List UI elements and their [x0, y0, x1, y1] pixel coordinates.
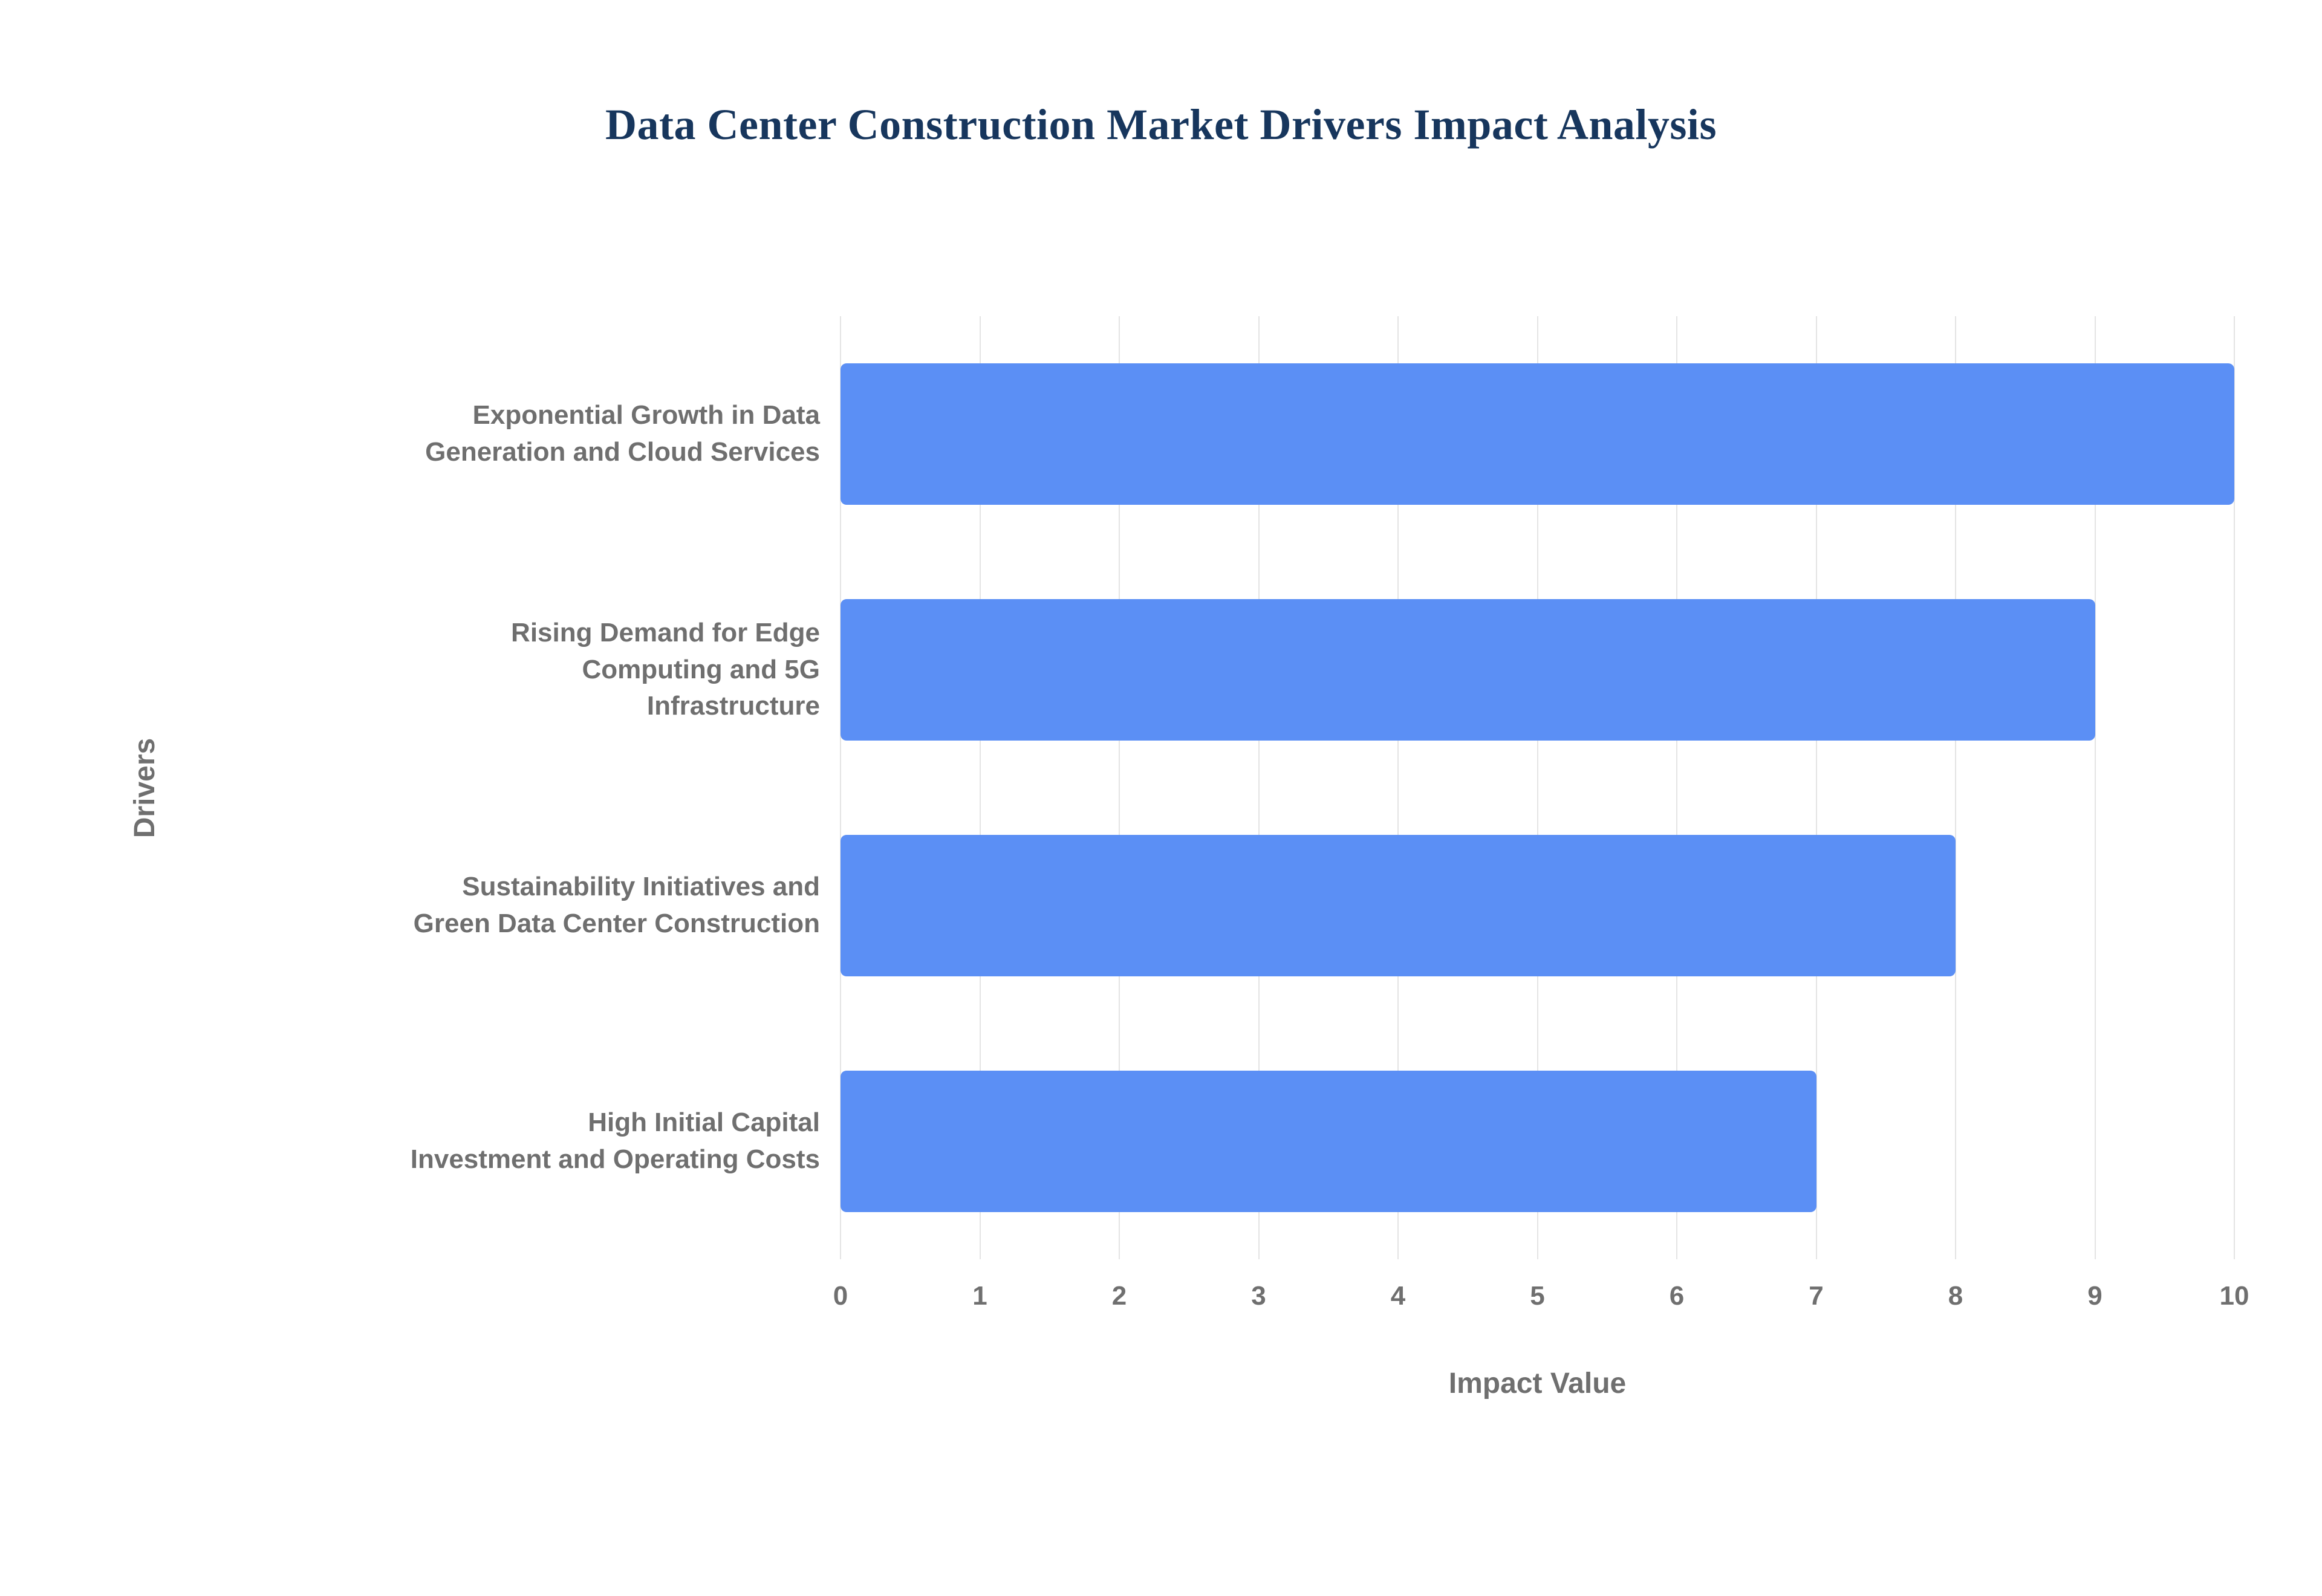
- gridline: [1119, 316, 1120, 1259]
- x-axis-title: Impact Value: [1448, 1367, 1627, 1400]
- y-axis-title: Drivers: [129, 738, 161, 838]
- bars: [841, 316, 2234, 1259]
- gridline: [2094, 316, 2096, 1259]
- bar: [841, 1071, 1816, 1212]
- x-tick-label: 3: [1251, 1281, 1266, 1311]
- category-label: Exponential Growth in Data Generation an…: [425, 400, 820, 467]
- bar-row: [841, 316, 2234, 552]
- x-tick-label: 7: [1809, 1281, 1824, 1311]
- gridline: [1537, 316, 1538, 1259]
- gridline: [1258, 316, 1260, 1259]
- x-axis-ticks: 0 1 2 3 4 5 6 7 8 9 10: [833, 1259, 2249, 1332]
- bar: [841, 363, 2234, 505]
- category-label: Sustainability Initiatives and Green Dat…: [413, 872, 820, 938]
- gridline: [840, 316, 841, 1259]
- x-tick-label: 8: [1948, 1281, 1963, 1311]
- category-cell: Sustainability Initiatives and Green Dat…: [206, 788, 841, 1023]
- bar: [841, 599, 2095, 741]
- category-cell: Exponential Growth in Data Generation an…: [206, 316, 841, 552]
- bar-row: [841, 788, 2234, 1023]
- y-axis: Drivers: [85, 316, 206, 1259]
- x-tick-label: 6: [1669, 1281, 1685, 1311]
- chart-area: Drivers Exponential Growth in Data Gener…: [85, 316, 2249, 1400]
- category-cell: Rising Demand for Edge Computing and 5G …: [206, 552, 841, 788]
- category-label: High Initial Capital Investment and Oper…: [410, 1108, 820, 1174]
- x-tick-label: 2: [1111, 1281, 1127, 1311]
- bar-row: [841, 552, 2234, 788]
- x-tick-label: 1: [972, 1281, 987, 1311]
- x-tick-label: 0: [833, 1281, 848, 1311]
- chart-title: Data Center Construction Market Drivers …: [605, 100, 1717, 149]
- x-tick-label: 10: [2219, 1281, 2249, 1311]
- category-label: Rising Demand for Edge Computing and 5G …: [511, 617, 820, 721]
- x-tick-label: 5: [1530, 1281, 1545, 1311]
- gridline: [1815, 316, 1817, 1259]
- x-tick-label: 9: [2087, 1281, 2102, 1311]
- gridline: [2234, 316, 2235, 1259]
- bar-row: [841, 1023, 2234, 1259]
- category-axis: Exponential Growth in Data Generation an…: [206, 316, 841, 1259]
- gridline: [979, 316, 981, 1259]
- x-tick-label: 4: [1390, 1281, 1406, 1311]
- gridline: [1676, 316, 1677, 1259]
- bar: [841, 835, 1956, 976]
- gridline: [1397, 316, 1399, 1259]
- gridline: [1955, 316, 1956, 1259]
- category-cell: High Initial Capital Investment and Oper…: [206, 1023, 841, 1259]
- plot-area: [840, 316, 2235, 1259]
- plot-column: 0 1 2 3 4 5 6 7 8 9 10 Impact Value: [833, 316, 2249, 1400]
